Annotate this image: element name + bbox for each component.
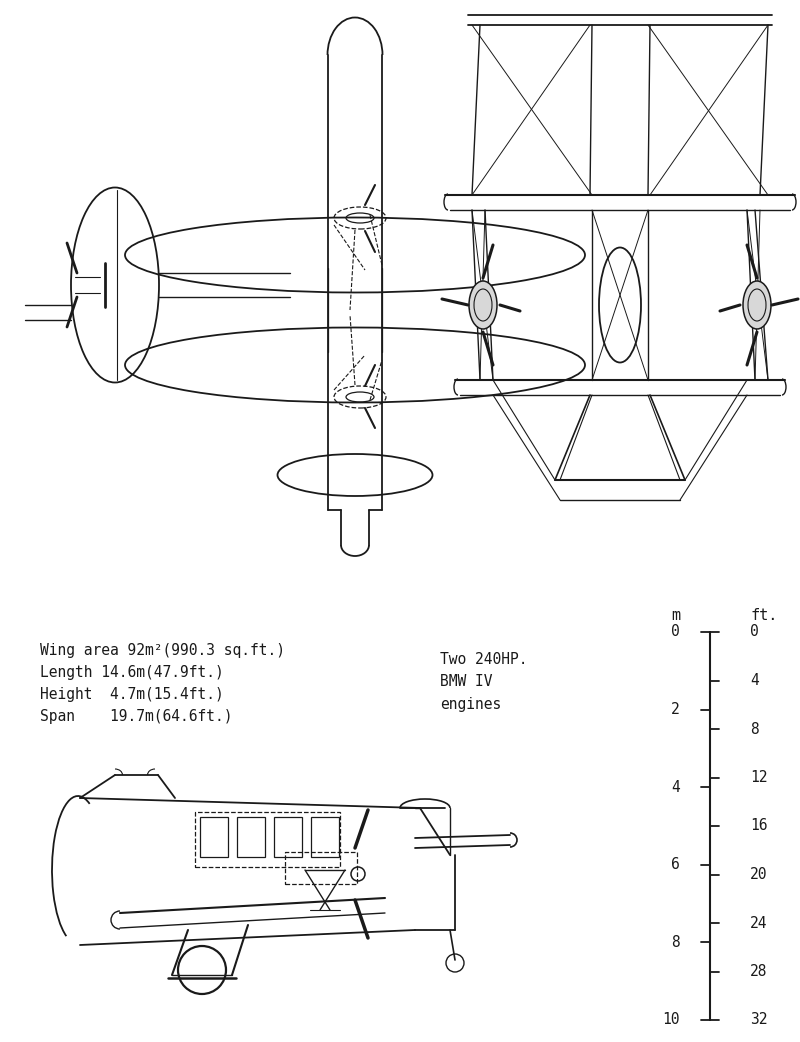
Text: 4: 4 bbox=[671, 779, 680, 795]
Text: 20: 20 bbox=[750, 867, 767, 882]
Text: 10: 10 bbox=[662, 1013, 680, 1027]
Text: 2: 2 bbox=[671, 702, 680, 717]
Text: 0: 0 bbox=[750, 624, 758, 640]
Bar bbox=[237, 817, 265, 857]
Bar bbox=[274, 817, 302, 857]
Text: 12: 12 bbox=[750, 770, 767, 785]
Text: 0: 0 bbox=[671, 624, 680, 640]
Text: Span    19.7m(64.6ft.): Span 19.7m(64.6ft.) bbox=[40, 709, 233, 723]
Bar bbox=[311, 817, 339, 857]
Ellipse shape bbox=[469, 281, 497, 329]
Text: BMW IV: BMW IV bbox=[440, 674, 493, 690]
Text: 8: 8 bbox=[671, 935, 680, 950]
Text: engines: engines bbox=[440, 696, 502, 712]
Text: 6: 6 bbox=[671, 858, 680, 872]
Text: Wing area 92m²(990.3 sq.ft.): Wing area 92m²(990.3 sq.ft.) bbox=[40, 643, 285, 658]
Bar bbox=[200, 817, 228, 857]
Text: 28: 28 bbox=[750, 964, 767, 979]
Text: m: m bbox=[671, 609, 680, 623]
Text: Height  4.7m(15.4ft.): Height 4.7m(15.4ft.) bbox=[40, 687, 224, 701]
Ellipse shape bbox=[743, 281, 771, 329]
Bar bbox=[285, 852, 357, 884]
Text: ft.: ft. bbox=[750, 609, 778, 623]
Text: Two 240HP.: Two 240HP. bbox=[440, 652, 527, 668]
Text: 32: 32 bbox=[750, 1013, 767, 1027]
Text: Length 14.6m(47.9ft.): Length 14.6m(47.9ft.) bbox=[40, 665, 224, 679]
Text: 24: 24 bbox=[750, 916, 767, 931]
Bar bbox=[195, 812, 340, 867]
Text: 16: 16 bbox=[750, 819, 767, 834]
Text: 4: 4 bbox=[750, 673, 758, 688]
Text: 8: 8 bbox=[750, 721, 758, 737]
